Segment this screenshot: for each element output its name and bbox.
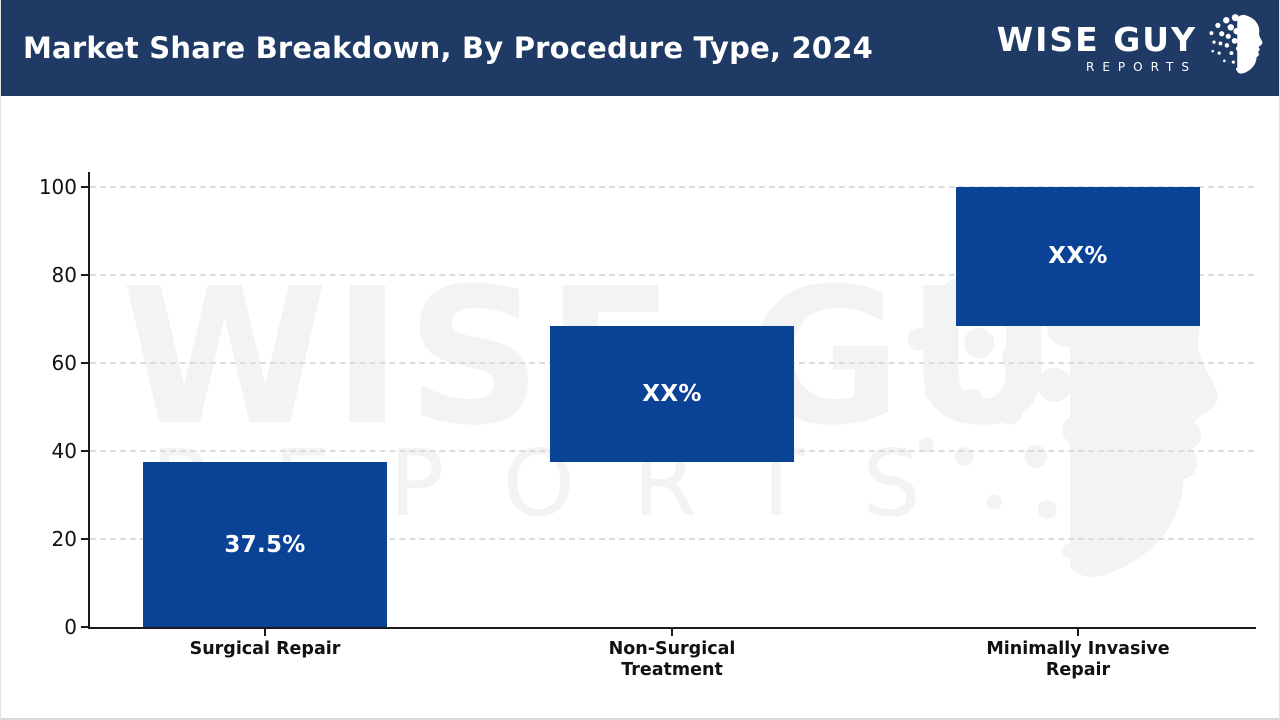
y-tick-label-0: 0	[64, 615, 77, 639]
y-tick-20	[81, 538, 88, 540]
x-label-line: Surgical Repair	[189, 639, 341, 659]
y-tick-label-100: 100	[38, 175, 77, 199]
x-label-line: Treatment	[621, 660, 723, 680]
y-tick-100	[81, 186, 88, 188]
y-tick-label-40: 40	[51, 439, 77, 463]
logo-subtitle: REPORTS	[1085, 59, 1197, 74]
y-tick-label-20: 20	[51, 527, 77, 551]
bar-minimally-invasive-repair: XX%	[956, 187, 1200, 326]
x-tick-minimally-invasive	[1077, 629, 1079, 636]
x-label-surgical-repair: Surgical Repair	[105, 639, 425, 660]
header-band: Market Share Breakdown, By Procedure Typ…	[1, 0, 1279, 96]
x-label-non-surgical-treatment: Non-Surgical Treatment	[512, 639, 832, 681]
x-axis-line	[88, 627, 1256, 629]
x-label-line: Repair	[1045, 660, 1111, 680]
y-tick-80	[81, 274, 88, 276]
y-tick-60	[81, 362, 88, 364]
y-tick-label-60: 60	[51, 351, 77, 375]
x-label-line: Minimally Invasive	[986, 639, 1170, 659]
gridline-20	[90, 538, 1254, 540]
chart-title: Market Share Breakdown, By Procedure Typ…	[23, 31, 874, 65]
x-tick-surgical-repair	[264, 629, 266, 636]
face-profile-icon	[1205, 13, 1263, 83]
y-tick-40	[81, 450, 88, 452]
logo-name: WISE GUY	[996, 19, 1197, 59]
bar-value-label: XX%	[1048, 243, 1108, 270]
logo-text: WISE GUY REPORTS	[996, 19, 1197, 74]
x-label-minimally-invasive-repair: Minimally Invasive Repair	[918, 639, 1238, 681]
bar-value-label: XX%	[642, 380, 702, 407]
y-axis-line	[88, 172, 90, 629]
x-tick-non-surgical	[671, 629, 673, 636]
bar-surgical-repair: 37.5%	[143, 462, 387, 627]
y-tick-label-80: 80	[51, 263, 77, 287]
bar-value-label: 37.5%	[224, 531, 306, 558]
gridline-100	[90, 186, 1254, 188]
wise-guy-logo: WISE GUY REPORTS	[996, 13, 1279, 83]
bar-non-surgical-treatment: XX%	[550, 325, 794, 462]
x-label-line: Non-Surgical	[608, 639, 736, 659]
y-tick-0	[81, 626, 88, 628]
gridline-80	[90, 274, 1254, 276]
